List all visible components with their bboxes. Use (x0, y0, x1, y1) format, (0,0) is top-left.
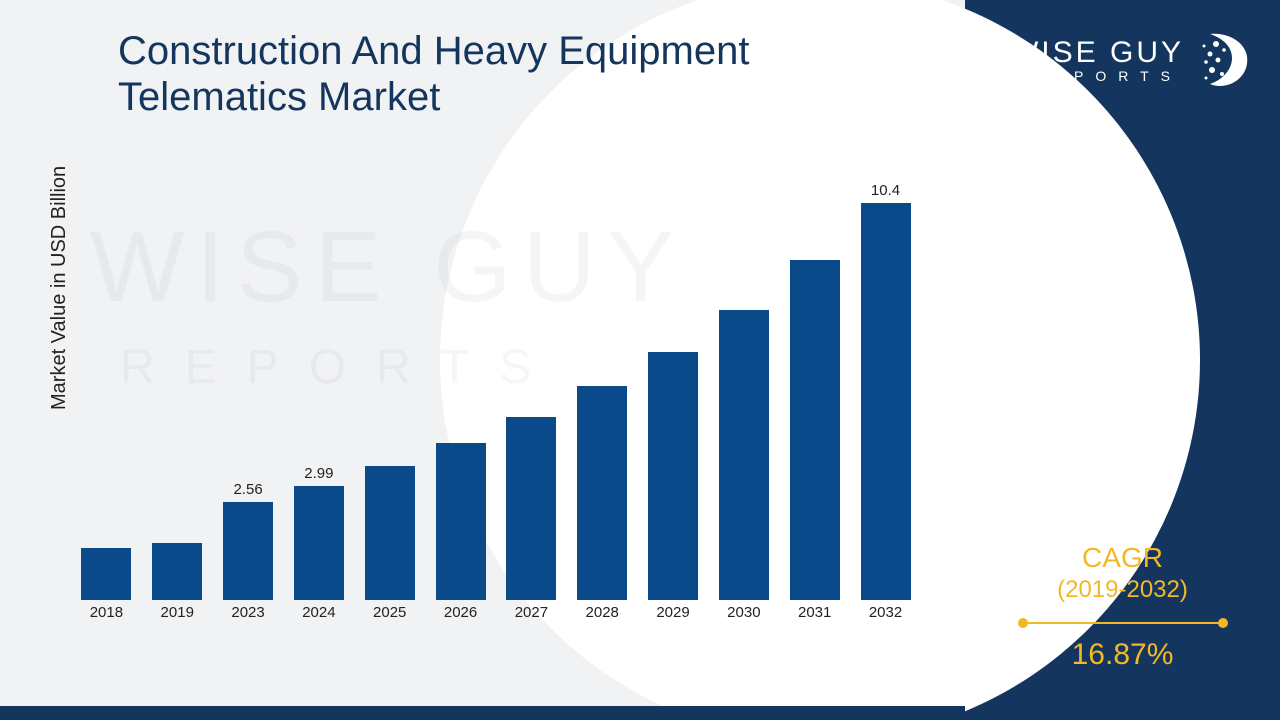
chart-title-text: Construction And Heavy EquipmentTelemati… (118, 29, 749, 119)
y-axis-label: Market Value in USD Billion (48, 166, 71, 410)
bars-container: 2.56 2.99 10.4 (76, 180, 912, 600)
chart-title: Construction And Heavy EquipmentTelemati… (118, 28, 749, 120)
bar (365, 466, 415, 600)
x-tick-label: 2018 (80, 604, 133, 621)
cagr-divider (1023, 622, 1223, 624)
bar (223, 502, 273, 600)
bar-slot (576, 180, 629, 600)
bar (294, 486, 344, 600)
bar (577, 386, 627, 600)
x-tick-label: 2019 (151, 604, 204, 621)
bar (790, 260, 840, 600)
bar-slot (505, 180, 558, 600)
bar-slot: 2.99 (292, 180, 345, 600)
x-axis-labels: 2018 2019 2023 2024 2025 2026 2027 2028 2029 2030… (76, 604, 912, 621)
cagr-value: 16.87% (995, 638, 1250, 672)
x-tick-label: 2026 (434, 604, 487, 621)
infographic-canvas: WISE GUY REPORTS Construction And Heavy … (0, 0, 1280, 720)
x-tick-label: 2032 (859, 604, 912, 621)
bar (81, 548, 131, 600)
bar-slot (151, 180, 204, 600)
x-tick-label: 2023 (222, 604, 275, 621)
brand-logo-icon (1192, 30, 1252, 90)
x-tick-label: 2025 (363, 604, 416, 621)
x-tick-label: 2031 (788, 604, 841, 621)
x-tick-label: 2030 (717, 604, 770, 621)
bar (719, 310, 769, 600)
x-tick-label: 2027 (505, 604, 558, 621)
bar (152, 543, 202, 600)
bar-value-label: 10.4 (859, 182, 912, 199)
bar-slot (788, 180, 841, 600)
bar-slot: 10.4 (859, 180, 912, 600)
bar-value-label: 2.99 (292, 465, 345, 482)
brand-logo-main: WISE GUY (1010, 36, 1184, 70)
bar-slot (717, 180, 770, 600)
brand-logo: WISE GUY REPORTS (1010, 30, 1252, 90)
chart-plot-area: 2.56 2.99 10.4 (76, 180, 912, 600)
cagr-block: CAGR (2019-2032) 16.87% (995, 542, 1250, 672)
bar (506, 417, 556, 600)
bar-slot (647, 180, 700, 600)
bar-slot (363, 180, 416, 600)
bottom-accent-bar (0, 706, 965, 720)
cagr-label: CAGR (995, 542, 1250, 574)
brand-logo-text: WISE GUY REPORTS (1010, 36, 1184, 84)
x-tick-label: 2029 (647, 604, 700, 621)
x-tick-label: 2028 (576, 604, 629, 621)
bar (436, 443, 486, 600)
cagr-period: (2019-2032) (995, 576, 1250, 604)
bar (861, 203, 911, 600)
bar-slot (80, 180, 133, 600)
x-tick-label: 2024 (292, 604, 345, 621)
bar-slot (434, 180, 487, 600)
bar-slot: 2.56 (222, 180, 275, 600)
bar-value-label: 2.56 (222, 481, 275, 498)
brand-logo-sub: REPORTS (1031, 68, 1182, 84)
bar (648, 352, 698, 600)
